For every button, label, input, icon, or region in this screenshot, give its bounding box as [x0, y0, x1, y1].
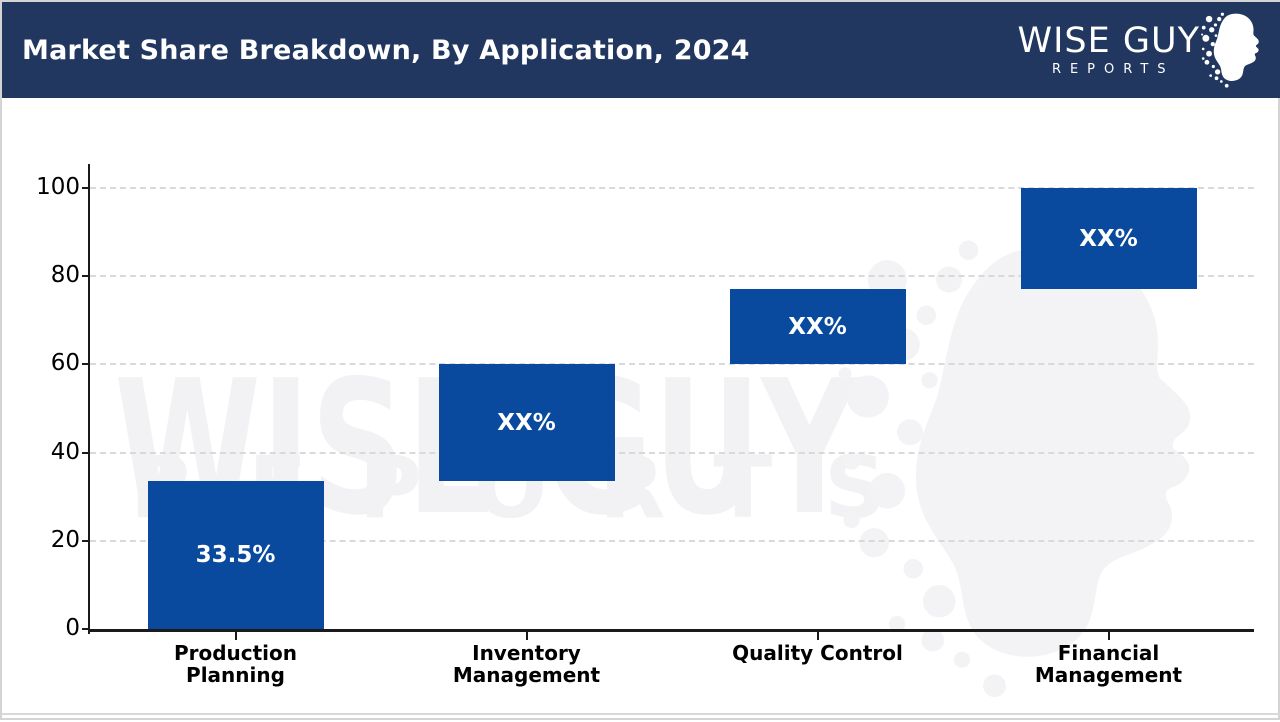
- y-tick-mark: [82, 539, 90, 542]
- bar-value-label: XX%: [1079, 225, 1138, 252]
- gridline-40: [90, 451, 1254, 454]
- gridline-60: [90, 363, 1254, 366]
- bar-3: XX%: [729, 289, 906, 365]
- y-tick-label: 40: [50, 438, 80, 465]
- y-tick-mark: [82, 363, 90, 366]
- chart-area: WISE GUY REPORTS 0 20 40 60 80 100 33.5% Produc…: [2, 98, 1280, 722]
- y-axis: [88, 164, 90, 634]
- bar-4: XX%: [1020, 188, 1197, 290]
- y-tick-label: 100: [36, 174, 80, 200]
- brand-logo: WISE GUY REPORTS: [1017, 10, 1268, 90]
- brand-face-icon: [1201, 12, 1259, 88]
- y-tick-label: 0: [65, 615, 80, 641]
- bar-value-label: XX%: [497, 409, 556, 436]
- x-tick-mark: [1107, 632, 1110, 640]
- x-category-label: Inventory Management: [452, 641, 601, 687]
- bar-1: 33.5%: [147, 481, 324, 629]
- x-tick-mark: [234, 632, 237, 640]
- x-category-label: Production Planning: [173, 641, 298, 687]
- y-tick-mark: [82, 628, 90, 630]
- y-tick-mark: [82, 275, 90, 278]
- bar-2: XX%: [438, 364, 615, 482]
- brand-name: WISE GUY: [1017, 21, 1200, 61]
- y-tick-label: 60: [50, 350, 80, 377]
- bar-value-label: XX%: [788, 313, 847, 340]
- bottom-divider: [2, 713, 1280, 715]
- page-title: Market Share Breakdown, By Application, …: [22, 34, 750, 66]
- y-tick-mark: [82, 451, 90, 454]
- x-tick-mark: [525, 632, 528, 640]
- header: Market Share Breakdown, By Application, …: [2, 2, 1280, 98]
- brand-logo-text: WISE GUY REPORTS: [1017, 21, 1200, 77]
- gridline-100: [90, 187, 1254, 189]
- brand-subname: REPORTS: [1051, 62, 1175, 77]
- x-axis: [88, 629, 1254, 632]
- x-tick-mark: [816, 632, 819, 640]
- x-category-label: Quality Control: [732, 641, 903, 665]
- x-category-label: Financial Management: [1034, 641, 1183, 687]
- y-tick-label: 20: [50, 526, 80, 553]
- bar-value-label: 33.5%: [195, 542, 276, 569]
- gridline-80: [90, 275, 1254, 278]
- y-tick-mark: [82, 187, 90, 189]
- gridline-20: [90, 539, 1254, 542]
- y-tick-label: 80: [50, 262, 80, 289]
